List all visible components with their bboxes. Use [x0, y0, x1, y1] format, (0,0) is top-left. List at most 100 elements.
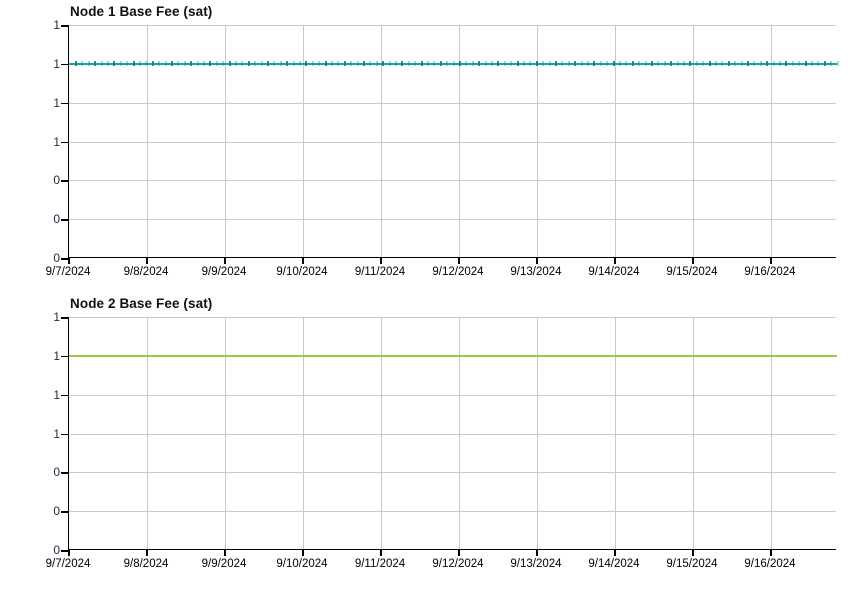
gridline-vertical	[537, 25, 538, 257]
data-point-marker	[75, 61, 77, 67]
chart-title-node-2: Node 2 Base Fee (sat)	[70, 296, 213, 311]
y-tick-label: 1	[53, 348, 60, 363]
y-tick-mark	[61, 258, 68, 260]
y-tick-mark	[61, 180, 68, 182]
gridline-horizontal	[69, 219, 836, 221]
x-tick-mark	[224, 550, 226, 556]
y-tick-label: 1	[53, 134, 60, 149]
x-tick-label: 9/12/2024	[432, 558, 484, 570]
x-tick-label: 9/7/2024	[45, 266, 91, 278]
data-point-marker	[119, 61, 122, 67]
data-point-marker	[350, 61, 353, 67]
data-point-marker	[644, 61, 647, 67]
data-point-marker	[503, 61, 506, 67]
y-tick-label: 1	[53, 56, 60, 71]
x-tick-label: 9/12/2024	[432, 266, 484, 278]
gridline-vertical	[615, 317, 616, 549]
x-tick-label: 9/9/2024	[201, 266, 247, 278]
y-tick-mark	[61, 141, 68, 144]
data-point-marker	[94, 61, 97, 67]
data-point-marker	[471, 61, 474, 67]
gridline-vertical	[303, 25, 304, 257]
data-point-marker	[772, 61, 775, 67]
data-point-marker	[561, 61, 564, 67]
y-tick-mark	[61, 472, 68, 474]
data-point-marker	[651, 61, 653, 67]
data-point-marker	[740, 61, 743, 67]
data-point-marker	[388, 61, 391, 67]
data-point-marker	[222, 61, 225, 67]
data-point-marker	[305, 61, 308, 67]
gridline-vertical	[693, 25, 694, 257]
gridline-horizontal	[69, 394, 836, 396]
data-point-marker	[708, 61, 711, 67]
x-tick-label: 9/9/2024	[201, 558, 247, 570]
data-point-marker	[356, 61, 359, 67]
data-point-marker	[107, 61, 109, 67]
y-tick-label: 1	[53, 18, 60, 32]
gridline-vertical	[771, 25, 772, 257]
y-tick-mark	[61, 394, 68, 397]
gridline-horizontal	[69, 25, 836, 26]
data-point-marker	[318, 61, 321, 67]
x-tick-label: 9/11/2024	[354, 558, 406, 570]
data-point-marker	[286, 61, 289, 67]
data-point-marker	[126, 61, 129, 67]
x-tick-mark	[302, 258, 304, 264]
data-point-marker	[587, 61, 589, 67]
data-point-marker	[683, 61, 685, 67]
data-point-marker	[215, 61, 218, 67]
x-tick-mark	[458, 258, 460, 264]
data-point-marker	[638, 61, 641, 67]
y-tick-mark	[61, 550, 68, 552]
data-point-marker	[407, 61, 410, 67]
y-tick-mark	[61, 433, 68, 436]
data-point-marker	[791, 61, 794, 67]
data-point-marker	[670, 61, 673, 67]
x-tick-mark	[68, 258, 70, 264]
data-point-marker	[516, 61, 519, 67]
data-point-marker	[209, 61, 212, 67]
x-tick-mark	[68, 550, 70, 556]
data-point-marker	[631, 61, 634, 67]
x-tick-mark	[770, 550, 772, 556]
data-point-marker	[401, 61, 404, 67]
y-tick-label: 0	[53, 465, 60, 480]
gridline-vertical	[147, 25, 148, 257]
data-point-marker	[273, 61, 276, 67]
data-point-marker	[427, 61, 429, 67]
data-point-marker	[254, 61, 257, 67]
y-tick-label: 0	[53, 504, 60, 519]
data-point-marker	[612, 61, 615, 67]
data-series-line	[69, 354, 837, 358]
data-point-marker	[535, 61, 538, 67]
data-point-marker	[747, 61, 749, 67]
gridline-vertical	[771, 317, 772, 549]
data-point-marker	[606, 61, 609, 67]
data-point-marker	[311, 61, 314, 67]
gridline-horizontal	[69, 317, 836, 318]
data-point-marker	[452, 61, 455, 67]
gridline-vertical	[303, 317, 304, 549]
data-point-marker	[753, 61, 756, 67]
data-point-marker	[292, 61, 295, 67]
x-tick-label: 9/16/2024	[744, 558, 796, 570]
chart-panel-node-2: Node 2 Base Fee (sat) 1 1 1 1 0 0 0 9/7/2024 9/…	[0, 292, 860, 592]
data-point-marker	[375, 61, 378, 67]
data-point-marker	[619, 61, 621, 67]
data-point-marker	[695, 61, 698, 67]
chart-panel-node-1: Node 1 Base Fee (sat) 1 1 1 1 0 0 0 9/7/2024 9/…	[0, 0, 860, 290]
data-point-marker	[657, 61, 660, 67]
x-tick-mark	[770, 258, 772, 264]
data-point-marker	[87, 61, 90, 67]
x-tick-mark	[692, 550, 694, 556]
x-tick-mark	[380, 258, 382, 264]
data-point-marker	[228, 61, 231, 67]
data-point-marker	[465, 61, 468, 67]
data-point-marker	[702, 61, 705, 67]
y-axis-node-2: 1 1 1 1 0 0 0	[0, 292, 60, 592]
x-tick-mark	[380, 550, 382, 556]
data-point-marker	[529, 61, 532, 67]
gridline-vertical	[381, 25, 382, 257]
data-point-marker	[247, 61, 250, 67]
